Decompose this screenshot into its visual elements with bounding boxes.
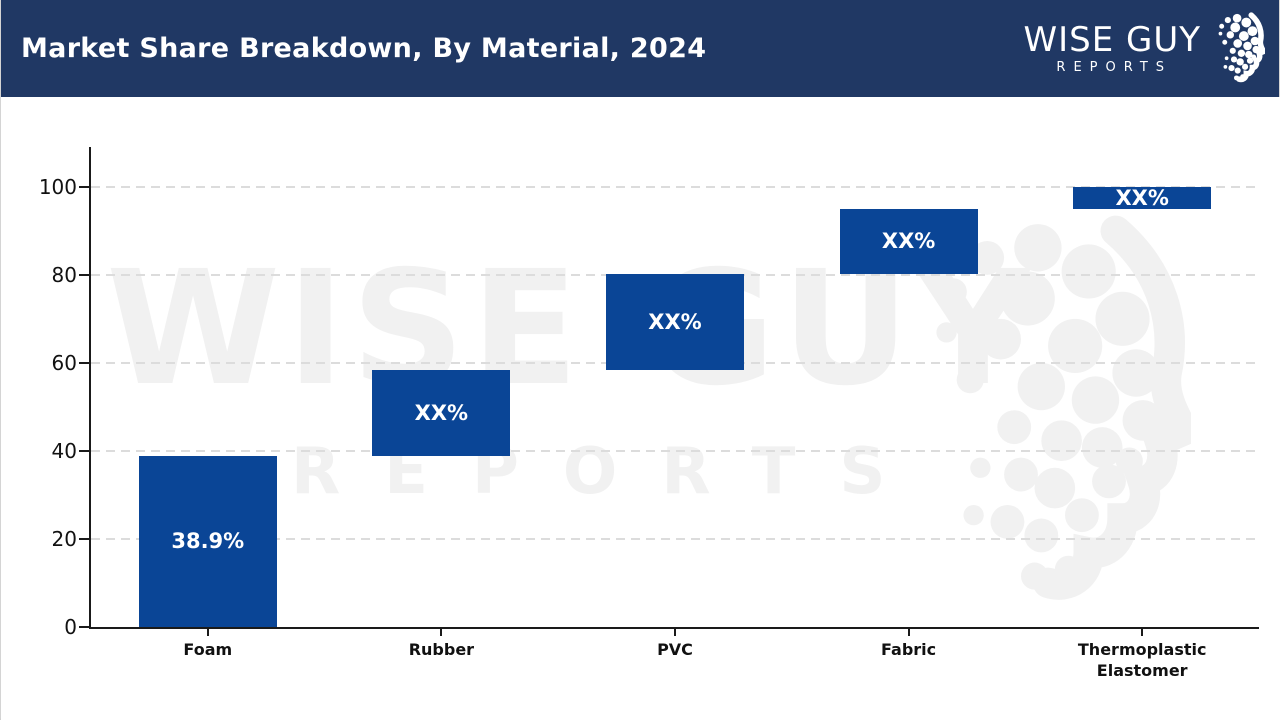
plot-area: 0 20 40 60 80 100 38.9% XX% XX% XX% XX% Foam Rubber P… (1, 97, 1280, 720)
y-tick-mark (79, 626, 89, 628)
x-label-rubber: Rubber (408, 640, 475, 659)
y-tick-label: 80 (51, 263, 77, 287)
bar-value-label: 38.9% (171, 529, 245, 554)
x-label-thermoplastic-elastomer: Thermoplastic Elastomer (1077, 640, 1207, 680)
wise-guy-logo: WISE GUY REPORTS (1023, 9, 1265, 89)
logo-subtitle: REPORTS (1056, 60, 1173, 75)
y-tick-label: 20 (51, 527, 77, 551)
bar-fabric: XX% (839, 209, 978, 274)
y-tick-mark (79, 538, 89, 540)
x-tick-mark (440, 629, 443, 636)
bar-value-label: XX% (881, 229, 936, 254)
x-axis-line (89, 627, 1259, 629)
y-tick-label: 0 (64, 615, 77, 639)
y-tick-mark (79, 274, 89, 276)
chart-area: WISE GUY REPORTS 0 20 40 60 80 100 38.9% XX% XX%… (1, 97, 1280, 720)
bar-value-label: XX% (414, 400, 469, 425)
x-label-pvc: PVC (657, 640, 693, 659)
gridline (91, 186, 1259, 188)
y-axis-line (89, 147, 91, 629)
bar-rubber: XX% (372, 369, 511, 456)
x-tick-mark (674, 629, 676, 636)
bar-value-label: XX% (648, 309, 702, 334)
header-bar: Market Share Breakdown, By Material, 202… (1, 0, 1279, 97)
y-tick-label: 40 (51, 439, 77, 463)
x-tick-mark (206, 629, 209, 636)
x-tick-mark (1141, 629, 1144, 636)
bar-thermoplastic-elastomer: XX% (1073, 186, 1212, 210)
wise-guy-face-icon (1218, 11, 1265, 82)
logo-text: WISE GUY REPORTS (1023, 23, 1201, 74)
bar-pvc: XX% (606, 273, 744, 370)
page-title: Market Share Breakdown, By Material, 202… (21, 33, 707, 64)
y-tick-mark (79, 450, 89, 452)
y-tick-mark (79, 186, 89, 188)
y-tick-label: 100 (38, 175, 77, 199)
gridline (91, 450, 1259, 452)
bar-value-label: XX% (1115, 186, 1169, 210)
x-tick-mark (907, 629, 910, 636)
y-tick-mark (79, 362, 89, 364)
bar-foam: 38.9% (138, 455, 277, 627)
gridline (91, 538, 1259, 540)
x-label-fabric: Fabric (881, 640, 937, 659)
logo-wordmark: WISE GUY (1023, 20, 1201, 60)
x-label-foam: Foam (183, 640, 233, 659)
y-tick-label: 60 (51, 351, 77, 375)
